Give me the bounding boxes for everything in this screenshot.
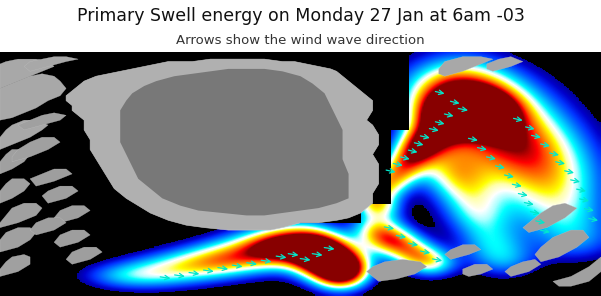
Text: Primary Swell energy on Monday 27 Jan at 6am -03: Primary Swell energy on Monday 27 Jan at… bbox=[76, 7, 525, 25]
Polygon shape bbox=[439, 57, 493, 76]
Polygon shape bbox=[18, 113, 66, 130]
Polygon shape bbox=[54, 230, 90, 247]
Polygon shape bbox=[487, 57, 523, 71]
Polygon shape bbox=[367, 259, 427, 281]
Polygon shape bbox=[120, 69, 349, 215]
Polygon shape bbox=[463, 264, 493, 276]
Polygon shape bbox=[505, 259, 541, 276]
Polygon shape bbox=[30, 169, 72, 186]
Polygon shape bbox=[42, 186, 78, 203]
Polygon shape bbox=[0, 203, 42, 228]
Polygon shape bbox=[0, 255, 30, 276]
Polygon shape bbox=[0, 120, 48, 149]
Polygon shape bbox=[24, 57, 78, 71]
Polygon shape bbox=[0, 74, 66, 120]
Polygon shape bbox=[66, 247, 102, 264]
Polygon shape bbox=[66, 59, 379, 230]
Polygon shape bbox=[54, 206, 90, 223]
Polygon shape bbox=[535, 230, 589, 262]
Polygon shape bbox=[0, 228, 36, 252]
Polygon shape bbox=[0, 149, 30, 174]
Polygon shape bbox=[553, 257, 601, 286]
Polygon shape bbox=[523, 203, 577, 233]
Polygon shape bbox=[0, 59, 54, 89]
Polygon shape bbox=[0, 179, 30, 203]
Polygon shape bbox=[30, 218, 66, 235]
Polygon shape bbox=[445, 245, 481, 259]
Polygon shape bbox=[12, 137, 60, 162]
Text: Arrows show the wind wave direction: Arrows show the wind wave direction bbox=[176, 34, 425, 47]
